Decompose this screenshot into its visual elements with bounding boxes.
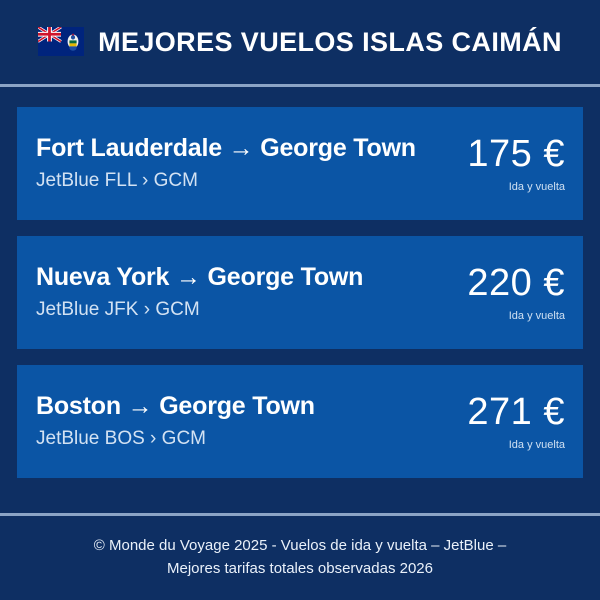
flight-list: Fort Lauderdale → George Town JetBlue FL… bbox=[0, 87, 600, 513]
poster-title: MEJORES VUELOS ISLAS CAIMÁN bbox=[98, 26, 562, 57]
cayman-islands-flag-icon bbox=[38, 27, 85, 57]
flight-info: Boston → George Town JetBlue BOS › GCM bbox=[36, 392, 457, 451]
flight-card[interactable]: Boston → George Town JetBlue BOS › GCM 2… bbox=[17, 365, 583, 478]
flight-price: 220 € bbox=[467, 261, 565, 304]
flight-price-note: Ida y vuelta bbox=[508, 438, 565, 451]
flight-price-note: Ida y vuelta bbox=[508, 180, 565, 193]
flight-price-block: 175 € Ida y vuelta bbox=[457, 135, 565, 193]
flight-price: 271 € bbox=[467, 390, 565, 433]
flight-price-block: 220 € Ida y vuelta bbox=[457, 264, 565, 322]
flight-route: Fort Lauderdale → George Town bbox=[36, 134, 416, 163]
flight-card[interactable]: Fort Lauderdale → George Town JetBlue FL… bbox=[17, 107, 583, 220]
flight-details: JetBlue JFK › GCM bbox=[36, 298, 200, 320]
flight-card[interactable]: Nueva York → George Town JetBlue JFK › G… bbox=[17, 236, 583, 349]
flight-details: JetBlue FLL › GCM bbox=[36, 169, 198, 191]
footer-line-1: © Monde du Voyage 2025 - Vuelos de ida y… bbox=[93, 536, 507, 554]
poster-header: MEJORES VUELOS ISLAS CAIMÁN bbox=[0, 0, 600, 84]
flight-route: Nueva York → George Town bbox=[36, 263, 364, 292]
flight-price-note: Ida y vuelta bbox=[508, 309, 565, 322]
flight-route: Boston → George Town bbox=[36, 392, 315, 421]
flight-info: Fort Lauderdale → George Town JetBlue FL… bbox=[36, 134, 457, 193]
flight-details: JetBlue BOS › GCM bbox=[36, 427, 206, 449]
flight-info: Nueva York → George Town JetBlue JFK › G… bbox=[36, 263, 457, 322]
poster-footer: © Monde du Voyage 2025 - Vuelos de ida y… bbox=[0, 516, 600, 600]
header-divider bbox=[0, 84, 600, 87]
footer-line-2: Mejores tarifas totales observadas 2026 bbox=[167, 559, 433, 577]
footer-divider bbox=[0, 512, 600, 516]
flight-price: 175 € bbox=[467, 132, 565, 175]
flight-price-block: 271 € Ida y vuelta bbox=[457, 393, 565, 451]
